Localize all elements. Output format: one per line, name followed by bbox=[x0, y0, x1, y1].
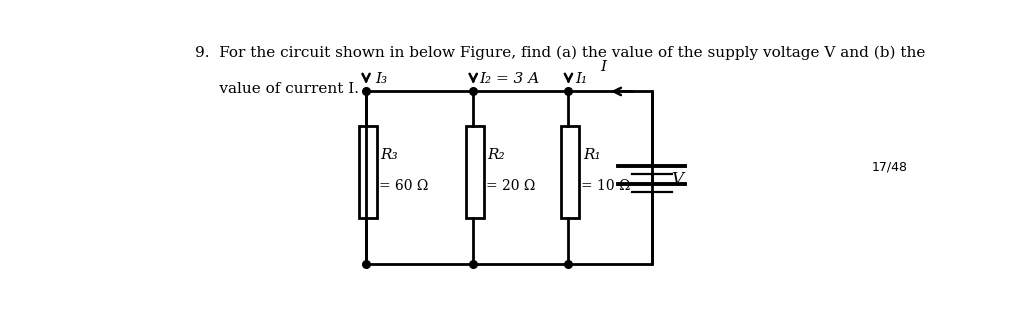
Polygon shape bbox=[466, 125, 483, 218]
Polygon shape bbox=[561, 125, 579, 218]
Text: 9.  For the circuit shown in below Figure, find (a) the value of the supply volt: 9. For the circuit shown in below Figure… bbox=[196, 45, 926, 60]
Text: R₃: R₃ bbox=[381, 148, 398, 162]
Text: = 20 Ω: = 20 Ω bbox=[486, 179, 536, 193]
Text: I₂ = 3 A: I₂ = 3 A bbox=[479, 72, 540, 86]
Text: I₁: I₁ bbox=[574, 72, 587, 86]
Text: = 60 Ω: = 60 Ω bbox=[379, 179, 428, 193]
Polygon shape bbox=[359, 125, 377, 218]
Text: I₃: I₃ bbox=[376, 72, 388, 86]
Text: V: V bbox=[672, 171, 684, 187]
Text: R₁: R₁ bbox=[583, 148, 600, 162]
Text: value of current I.: value of current I. bbox=[196, 82, 359, 96]
Text: = 10 Ω: = 10 Ω bbox=[582, 179, 631, 193]
Text: R₂: R₂ bbox=[487, 148, 505, 162]
Text: 17/48: 17/48 bbox=[871, 161, 907, 173]
Text: I: I bbox=[600, 60, 606, 74]
